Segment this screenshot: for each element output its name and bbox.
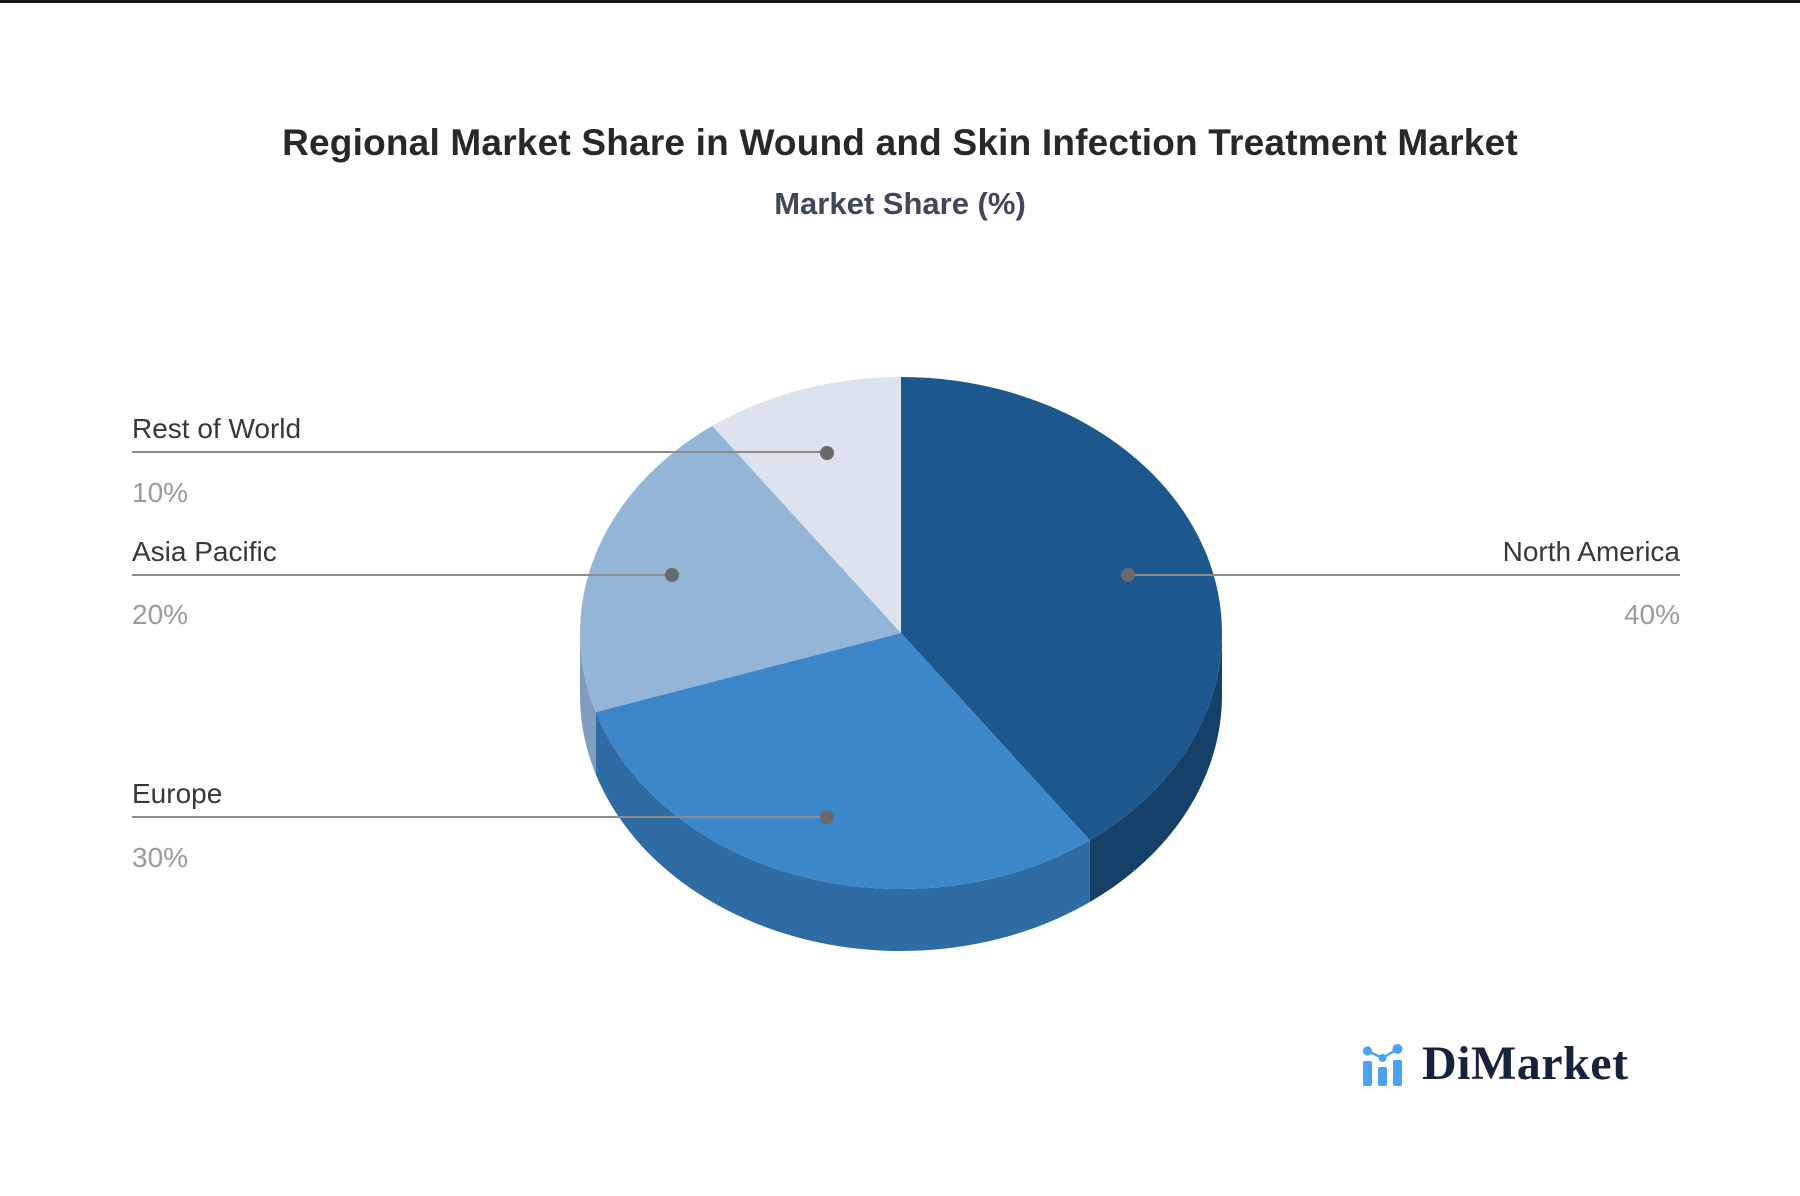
leader-line <box>132 574 672 576</box>
bar-chart-logo-icon <box>1362 1044 1403 1086</box>
callout-label: Europe <box>132 778 223 809</box>
chart-subtitle: Market Share (%) <box>774 186 1026 221</box>
leader-dot <box>820 446 834 460</box>
callout-label: Asia Pacific <box>132 536 277 567</box>
leader-dot <box>1121 568 1135 582</box>
leader-dot <box>820 810 834 824</box>
logo-text: DiMarket <box>1422 1037 1629 1090</box>
top-strip <box>0 0 1800 3</box>
dimarket-logo: DiMarket <box>1362 1038 1629 1090</box>
leader-line <box>132 816 827 818</box>
callout-value: 30% <box>132 842 189 873</box>
chart-title: Regional Market Share in Wound and Skin … <box>282 122 1518 163</box>
callout-label: Rest of World <box>132 413 302 444</box>
leader-line <box>1128 574 1680 576</box>
leader-dot <box>665 568 679 582</box>
callout-label: North America <box>1502 536 1680 567</box>
callout-value: 40% <box>1623 599 1680 630</box>
leader-line <box>132 451 827 453</box>
callout-value: 10% <box>132 477 189 508</box>
callout-value: 20% <box>132 599 189 630</box>
